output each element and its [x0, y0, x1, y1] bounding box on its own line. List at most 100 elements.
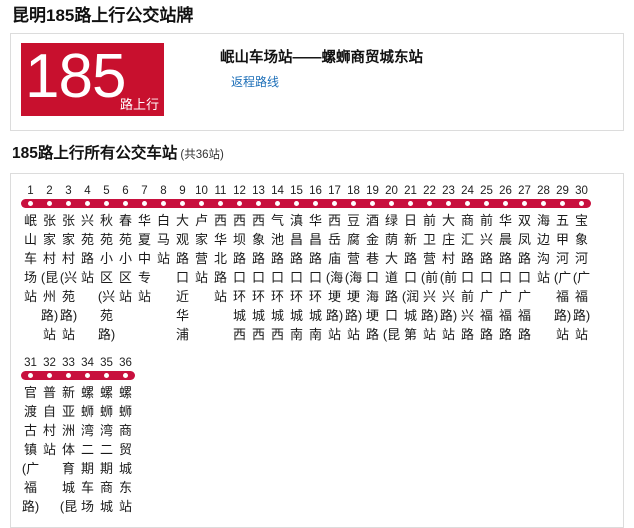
station-name[interactable]: 酒金巷口海埂路 — [365, 213, 379, 342]
station-stop-marker[interactable] — [192, 201, 211, 206]
station-name[interactable]: 商汇路口前兴路 — [460, 213, 474, 342]
station-stop-marker[interactable] — [97, 201, 116, 206]
station-stop-marker[interactable] — [420, 201, 439, 206]
station-name[interactable]: 大观路口近华浦 — [175, 213, 189, 342]
station-name[interactable]: 双凤路口广福路 — [517, 213, 531, 342]
reverse-route-link[interactable]: 返程路线 — [231, 75, 280, 89]
station-stop-marker[interactable] — [249, 201, 268, 206]
stations-card: 1 2 3 4 5 6 7 8 9 10 11 12 13 14 15 16 17 18 19 20 21 22 23 24 2… — [10, 173, 624, 528]
station-name[interactable]: 张家村(兴苑路)站 — [59, 213, 78, 342]
station-stop-marker[interactable] — [287, 201, 306, 206]
station-name[interactable]: 螺蛳商贸城东站 — [118, 385, 132, 514]
station-stop-marker[interactable] — [59, 201, 78, 206]
station-name[interactable]: 普自村站 — [42, 385, 56, 457]
station-stop-marker[interactable] — [116, 373, 135, 378]
station-stop-marker[interactable] — [534, 201, 553, 206]
station-name[interactable]: 前卫营(前兴路)站 — [420, 213, 439, 342]
station-name[interactable]: 海边沟站 — [536, 213, 550, 285]
station-stop-marker[interactable] — [382, 201, 401, 206]
station-name[interactable]: 螺蛳湾二期商城 — [99, 385, 113, 514]
station-number: 34 — [81, 357, 94, 369]
station-name[interactable]: 日新路口(润城第 — [401, 213, 420, 342]
station-number: 12 — [233, 185, 246, 197]
station-stop-marker[interactable] — [458, 201, 477, 206]
station-stop-marker[interactable] — [21, 201, 40, 206]
stop-dot-icon — [66, 373, 71, 378]
station-name[interactable]: 宝象河(广福路)站 — [572, 213, 591, 342]
stop-dot-icon — [465, 201, 470, 206]
station-stop-marker[interactable] — [496, 201, 515, 206]
stop-dot-icon — [446, 201, 451, 206]
station-name[interactable]: 五甲河(广福路)站 — [553, 213, 572, 342]
station-name[interactable]: 官渡古镇(广福路) — [21, 385, 40, 514]
station-number: 23 — [442, 185, 455, 197]
stop-dot-icon — [123, 201, 128, 206]
station-stop-marker[interactable] — [154, 201, 173, 206]
station-stop-marker[interactable] — [116, 201, 135, 206]
stop-dot-icon — [579, 201, 584, 206]
route-rail — [21, 371, 623, 380]
station-stop-marker[interactable] — [211, 201, 230, 206]
rail-stops — [21, 199, 591, 208]
station-name[interactable]: 螺蛳湾二期车场 — [80, 385, 94, 514]
station-name[interactable]: 兴苑路站 — [80, 213, 94, 285]
station-stop-marker[interactable] — [363, 201, 382, 206]
stations-heading-text: 185路上行所有公交车站 — [12, 145, 178, 162]
station-name[interactable]: 豆腐营(海埂路)站 — [344, 213, 363, 342]
station-name[interactable]: 秋苑小区(兴苑路) — [97, 213, 116, 342]
station-stop-marker[interactable] — [439, 201, 458, 206]
station-stop-marker[interactable] — [230, 201, 249, 206]
station-stop-marker[interactable] — [325, 201, 344, 206]
station-name[interactable]: 白马站 — [156, 213, 170, 266]
station-name[interactable]: 西岳庙(海埂路)站 — [325, 213, 344, 342]
station-name[interactable]: 华晨路口广福路 — [498, 213, 512, 342]
station-name[interactable]: 西华北路站 — [213, 213, 227, 304]
stop-dot-icon — [522, 201, 527, 206]
station-name[interactable]: 西象路口环城西 — [251, 213, 265, 342]
station-number: 11 — [214, 185, 227, 197]
route-number-badge: 185 路上行 — [21, 42, 164, 116]
station-stop-marker[interactable] — [21, 373, 40, 378]
station-stop-marker[interactable] — [306, 201, 325, 206]
station-stop-marker[interactable] — [78, 373, 97, 378]
station-stop-marker[interactable] — [59, 373, 78, 378]
station-stop-marker[interactable] — [97, 373, 116, 378]
station-number: 18 — [347, 185, 360, 197]
station-name[interactable]: 气池路口环城西 — [270, 213, 284, 342]
stations-count: (共36站) — [180, 149, 224, 161]
station-name[interactable]: 华昌路口环城南 — [308, 213, 322, 342]
station-stop-marker[interactable] — [40, 373, 59, 378]
route-terminals: 岷山车场站——螺蛳商贸城东站 — [220, 50, 423, 66]
stop-dot-icon — [408, 201, 413, 206]
station-name[interactable]: 前兴路口广福路 — [479, 213, 493, 342]
station-stop-marker[interactable] — [344, 201, 363, 206]
route-info: 岷山车场站——螺蛳商贸城东站 返程路线 — [164, 43, 423, 91]
station-name[interactable]: 岷山车场站 — [23, 213, 37, 304]
station-name[interactable]: 滇昌路口环城南 — [289, 213, 303, 342]
stop-dot-icon — [560, 201, 565, 206]
station-names-row: 岷山车场站 张家村(昆州路)站 张家村(兴苑路)站 兴苑路站 秋苑小区(兴苑路) 春苑小区… — [21, 211, 623, 344]
station-stop-marker[interactable] — [553, 201, 572, 206]
station-number: 2 — [46, 185, 53, 197]
station-stop-marker[interactable] — [78, 201, 97, 206]
station-name[interactable]: 大庄村(前兴路)站 — [439, 213, 458, 342]
station-name[interactable]: 西坝路口环城西 — [232, 213, 246, 342]
station-names-row: 官渡古镇(广福路) 普自村站 新亚洲体育城(昆 螺蛳湾二期车场 螺蛳湾二期商城 螺蛳商贸城… — [21, 383, 623, 516]
station-number: 30 — [575, 185, 588, 197]
station-name[interactable]: 春苑小区站 — [118, 213, 132, 304]
station-name[interactable]: 张家村(昆州路)站 — [40, 213, 59, 342]
station-stop-marker[interactable] — [401, 201, 420, 206]
station-name[interactable]: 华夏中专站 — [137, 213, 151, 304]
station-stop-marker[interactable] — [572, 201, 591, 206]
station-name[interactable]: 绿荫大道路口(昆 — [382, 213, 401, 342]
station-stop-marker[interactable] — [477, 201, 496, 206]
station-stop-marker[interactable] — [135, 201, 154, 206]
stop-dot-icon — [313, 201, 318, 206]
station-stop-marker[interactable] — [173, 201, 192, 206]
station-name[interactable]: 新亚洲体育城(昆 — [59, 385, 78, 514]
station-name[interactable]: 卢家营站 — [194, 213, 208, 285]
station-stop-marker[interactable] — [40, 201, 59, 206]
station-stop-marker[interactable] — [515, 201, 534, 206]
station-number: 16 — [309, 185, 322, 197]
station-stop-marker[interactable] — [268, 201, 287, 206]
